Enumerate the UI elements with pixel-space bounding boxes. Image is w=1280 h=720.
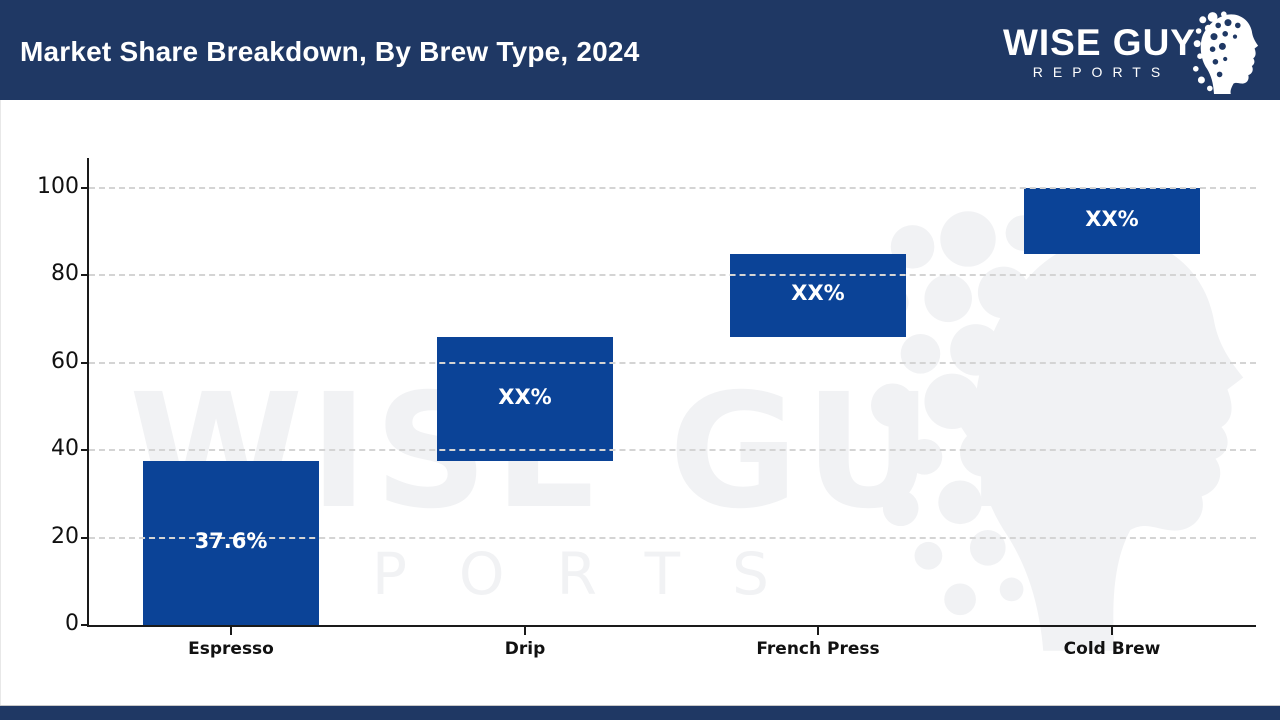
- x-tick-mark: [1111, 627, 1113, 635]
- bar-value-label: XX%: [1085, 206, 1139, 231]
- bar-value-label: 37.6%: [194, 528, 268, 553]
- y-tick-mark: [81, 361, 89, 364]
- y-tick-mark: [81, 624, 89, 626]
- gridline-40: [89, 449, 1256, 452]
- bar-drip: [437, 336, 613, 461]
- x-category-label: Drip: [504, 639, 546, 659]
- y-tick-mark: [81, 274, 89, 277]
- bar-french-press: [730, 253, 906, 337]
- gridline-60: [89, 361, 1256, 364]
- bar-value-label: XX%: [498, 384, 552, 409]
- y-tick-mark: [81, 187, 89, 189]
- brand-logo: WISE GUY REPORTS: [1003, 10, 1266, 94]
- x-tick-mark: [524, 627, 526, 635]
- header-bar: Market Share Breakdown, By Brew Type, 20…: [0, 0, 1280, 100]
- watermark-head-icon: [870, 211, 1244, 651]
- gridline-80: [89, 274, 1256, 277]
- y-tick-label: 60: [51, 348, 79, 374]
- y-tick-label: 80: [51, 261, 79, 287]
- y-tick-label: 20: [51, 523, 79, 549]
- brand-logo-name: WISE GUY: [1002, 22, 1196, 63]
- y-axis-line: [87, 158, 89, 627]
- gridline-100: [89, 187, 1256, 189]
- gridline-20: [89, 536, 1256, 539]
- y-tick-label: 40: [51, 436, 79, 462]
- bar-value-label: XX%: [791, 281, 845, 306]
- bar-cold-brew: [1024, 188, 1200, 254]
- x-tick-mark: [230, 627, 232, 635]
- y-tick-label: 0: [65, 611, 79, 636]
- brand-logo-text: WISE GUY REPORTS: [1002, 22, 1196, 81]
- y-tick-mark: [81, 536, 89, 539]
- page-title: Market Share Breakdown, By Brew Type, 20…: [20, 36, 640, 67]
- x-axis-line: [87, 625, 1256, 627]
- y-tick-label: 100: [37, 174, 79, 199]
- x-category-label: Espresso: [188, 639, 274, 659]
- footer-bar: [0, 705, 1280, 720]
- head-profile-icon: [1193, 11, 1259, 94]
- x-tick-mark: [817, 627, 819, 635]
- bar-espresso: [143, 460, 319, 625]
- x-category-label: French Press: [756, 639, 880, 659]
- chart-plot-area: WISE GUY REPORTS 0 20 40 60 80 100 37.6% Espres…: [0, 100, 1280, 706]
- brand-logo-subname: REPORTS: [1032, 64, 1171, 80]
- y-tick-mark: [81, 449, 89, 452]
- x-category-label: Cold Brew: [1063, 639, 1161, 659]
